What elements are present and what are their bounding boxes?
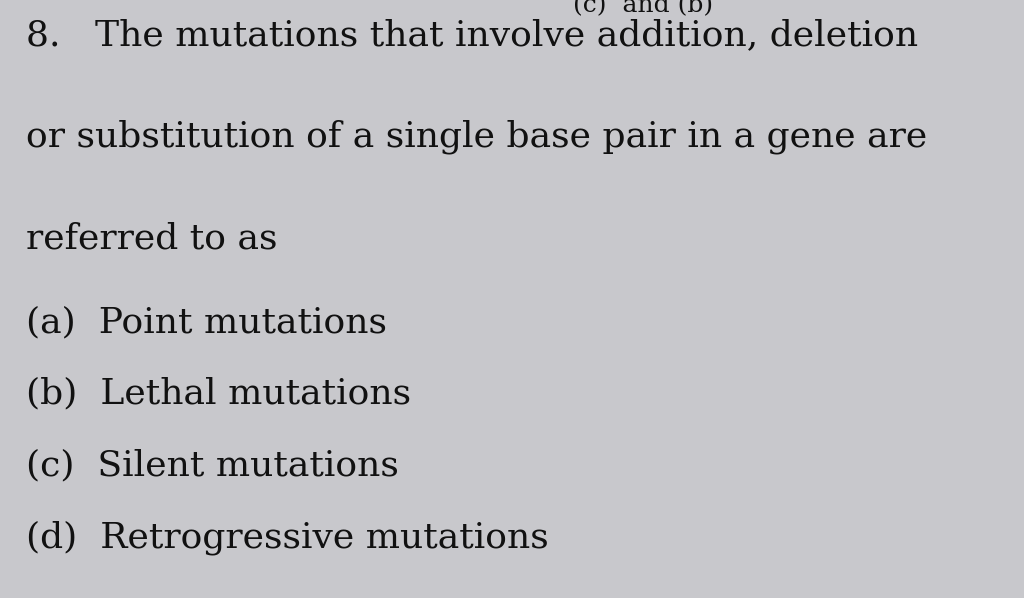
Text: (c)  Silent mutations: (c) Silent mutations [26, 448, 398, 483]
Text: or substitution of a single base pair in a gene are: or substitution of a single base pair in… [26, 120, 927, 154]
Text: (d)  Retrogressive mutations: (d) Retrogressive mutations [26, 520, 548, 555]
Text: (c)  and (b): (c) and (b) [573, 0, 714, 17]
Text: 8.   The mutations that involve addition, deletion: 8. The mutations that involve addition, … [26, 18, 918, 52]
Text: (b)  Lethal mutations: (b) Lethal mutations [26, 377, 411, 411]
Text: (a)  Point mutations: (a) Point mutations [26, 305, 387, 339]
Text: referred to as: referred to as [26, 221, 278, 255]
